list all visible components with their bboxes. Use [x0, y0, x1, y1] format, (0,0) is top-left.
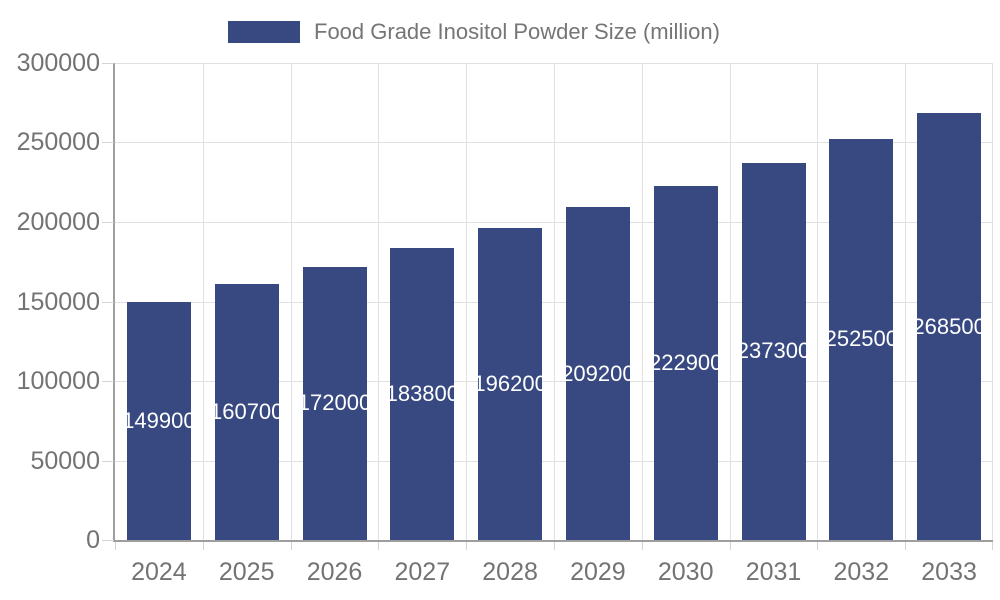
x-tick-mark — [992, 542, 993, 550]
bar-value-label: 172000 — [302, 390, 367, 416]
x-tick-label: 2024 — [131, 558, 187, 586]
x-tick-label: 2028 — [482, 558, 538, 586]
bar-value-label: 160700 — [214, 399, 279, 425]
bar: 196200 — [478, 228, 543, 540]
y-tick-label: 100000 — [16, 367, 100, 395]
y-tick-mark — [102, 540, 114, 541]
x-tick-mark — [554, 542, 555, 550]
gridline-vertical — [730, 63, 731, 540]
x-tick-label: 2031 — [745, 558, 802, 586]
legend-item[interactable]: Food Grade Inositol Powder Size (million… — [228, 19, 720, 44]
x-tick-label: 2033 — [921, 558, 977, 586]
bar: 149900 — [126, 301, 191, 540]
x-tick-mark — [203, 542, 204, 550]
bar: 252500 — [829, 138, 894, 540]
bar: 172000 — [302, 266, 367, 540]
x-tick-mark — [905, 542, 906, 550]
y-tick-mark — [102, 142, 114, 143]
x-tick-mark — [730, 542, 731, 550]
y-tick-mark — [102, 63, 114, 64]
x-tick-label: 2032 — [833, 558, 890, 586]
bar: 222900 — [653, 185, 718, 540]
y-tick-label: 50000 — [30, 447, 100, 475]
bar: 183800 — [390, 247, 455, 540]
y-tick-mark — [102, 302, 114, 303]
bar-value-label: 268500 — [917, 313, 982, 339]
bar: 160700 — [214, 284, 279, 540]
x-axis-line — [113, 540, 993, 542]
y-tick-mark — [102, 461, 114, 462]
x-tick-mark — [378, 542, 379, 550]
gridline-vertical — [203, 63, 204, 540]
bar-value-label: 196200 — [478, 371, 543, 396]
gridline-vertical — [642, 63, 643, 540]
gridline-vertical — [992, 63, 993, 540]
x-tick-label: 2029 — [570, 558, 626, 586]
legend-swatch — [228, 21, 300, 43]
y-tick-label: 300000 — [16, 49, 100, 77]
legend-label: Food Grade Inositol Powder Size (million… — [314, 19, 720, 44]
y-tick-label: 0 — [86, 526, 100, 554]
y-tick-label: 250000 — [16, 128, 100, 156]
x-tick-label: 2027 — [394, 558, 451, 586]
x-tick-mark — [115, 542, 116, 550]
gridline-vertical — [378, 63, 379, 540]
bar-value-label: 237300 — [741, 338, 806, 364]
y-axis-line — [113, 63, 115, 542]
gridline-vertical — [554, 63, 555, 540]
gridline-vertical — [466, 63, 467, 540]
bar: 268500 — [917, 113, 982, 540]
x-tick-mark — [466, 542, 467, 550]
x-tick-mark — [291, 542, 292, 550]
x-tick-mark — [642, 542, 643, 550]
gridline-vertical — [291, 63, 292, 540]
plot-area: 149900 160700 172000 183800 196200 209200 2229… — [115, 63, 993, 540]
x-tick-label: 2025 — [218, 558, 275, 586]
gridline-vertical — [817, 63, 818, 540]
bar-value-label: 149900 — [126, 407, 191, 433]
gridline-vertical — [905, 63, 906, 540]
x-tick-label: 2030 — [657, 558, 714, 586]
y-tick-mark — [102, 381, 114, 382]
bar-value-label: 222900 — [653, 349, 718, 375]
bar-value-label: 183800 — [390, 380, 455, 406]
bar-value-label: 209200 — [565, 360, 630, 386]
bar: 209200 — [565, 207, 630, 540]
y-tick-label: 200000 — [16, 208, 100, 236]
x-tick-label: 2026 — [306, 558, 363, 586]
y-tick-mark — [102, 222, 114, 223]
x-tick-mark — [817, 542, 818, 550]
bar-value-label: 252500 — [829, 326, 894, 352]
bar: 237300 — [741, 162, 806, 540]
y-tick-label: 150000 — [16, 288, 100, 316]
